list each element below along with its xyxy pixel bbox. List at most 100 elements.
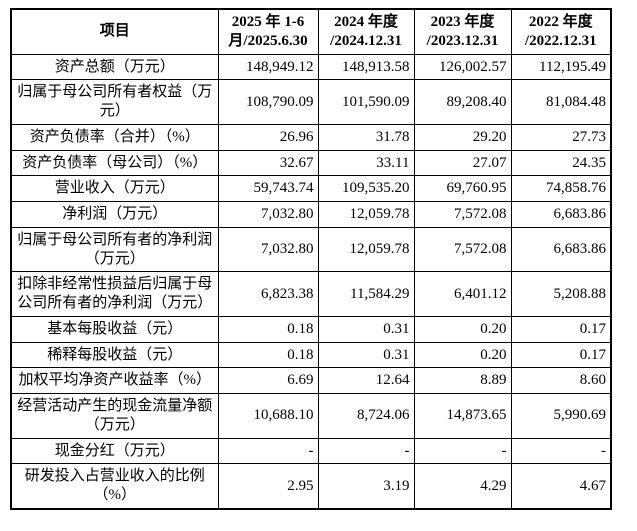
row-label: 归属于母公司所有者的净利润（万元） <box>10 226 219 273</box>
period-line-2: /2024.12.31 <box>330 32 402 49</box>
value-2022: 74,858.76 <box>510 175 612 202</box>
value-2025: 10,688.10 <box>217 393 319 439</box>
value-2025: 6,823.38 <box>217 271 319 317</box>
value-2022: 6,683.86 <box>510 226 612 273</box>
period-line-2: /2023.12.31 <box>426 32 499 49</box>
value-2024: 31.78 <box>317 123 415 151</box>
period-line-1: 2025 年 1-6 <box>231 14 305 30</box>
table-row: 营业收入（万元） 59,743.74 109,535.20 69,760.95 … <box>10 175 612 202</box>
value-2022: 0.17 <box>510 315 612 343</box>
period-line-2: /2022.12.31 <box>524 32 597 49</box>
value-2023: 69,760.95 <box>413 175 512 202</box>
row-label: 现金分红（万元） <box>10 437 219 465</box>
value-2024: 3.19 <box>317 463 415 510</box>
table-row: 现金分红（万元） - - - - <box>10 437 612 465</box>
table-body: 资产总额（万元） 148,949.12 148,913.58 126,002.5… <box>10 53 612 510</box>
column-header-2025: 2025 年 1-6 月/2025.6.30 <box>217 8 319 55</box>
value-2025: 2.95 <box>217 463 319 510</box>
value-2025: 7,032.80 <box>217 201 319 228</box>
row-label: 扣除非经常性损益后归属于母公司所有者的净利润（万元） <box>10 271 219 317</box>
value-2022: 0.17 <box>510 341 612 369</box>
value-2024: 0.31 <box>317 341 415 369</box>
value-2025: 6.69 <box>217 367 319 394</box>
table-row: 经营活动产生的现金流量净额（万元） 10,688.10 8,724.06 14,… <box>10 393 612 439</box>
value-2023: 126,002.57 <box>413 53 512 81</box>
column-header-2022: 2022 年度 /2022.12.31 <box>510 8 612 55</box>
value-2023: 8.89 <box>413 367 512 394</box>
row-label: 稀释每股收益（元） <box>10 341 219 369</box>
value-2022: 8.60 <box>510 367 612 394</box>
value-2022: 81,084.48 <box>510 79 612 125</box>
value-2024: 11,584.29 <box>317 271 415 317</box>
value-2024: 12.64 <box>317 367 415 394</box>
value-2024: 12,059.78 <box>317 226 415 273</box>
period-line-2: 月/2025.6.30 <box>228 32 308 49</box>
value-2023: 4.29 <box>413 463 512 510</box>
value-2023: 89,208.40 <box>413 79 512 125</box>
table-row: 资产负债率（母公司）（%） 32.67 33.11 27.07 24.35 <box>10 149 612 177</box>
value-2022: 112,195.49 <box>510 53 612 81</box>
value-2024: 148,913.58 <box>317 53 415 81</box>
period-line-1: 2022 年度 <box>528 14 593 30</box>
value-2022: 5,990.69 <box>510 393 612 439</box>
value-2022: - <box>510 437 612 465</box>
value-2025: 26.96 <box>217 123 319 151</box>
value-2024: - <box>317 437 415 465</box>
value-2024: 8,724.06 <box>317 393 415 439</box>
value-2025: 0.18 <box>217 315 319 343</box>
value-2023: 6,401.12 <box>413 271 512 317</box>
table-header: 项目 2025 年 1-6 月/2025.6.30 2024 年度 /2024.… <box>10 8 612 55</box>
value-2023: 7,572.08 <box>413 201 512 228</box>
value-2025: 148,949.12 <box>217 53 319 81</box>
value-2023: 14,873.65 <box>413 393 512 439</box>
header-row: 项目 2025 年 1-6 月/2025.6.30 2024 年度 /2024.… <box>10 8 612 55</box>
value-2024: 109,535.20 <box>317 175 415 202</box>
table-row: 归属于母公司所有者的净利润（万元） 7,032.80 12,059.78 7,5… <box>10 226 612 273</box>
value-2025: 59,743.74 <box>217 175 319 202</box>
value-2022: 24.35 <box>510 149 612 177</box>
value-2023: - <box>413 437 512 465</box>
column-header-item: 项目 <box>10 8 219 55</box>
table-row: 稀释每股收益（元） 0.18 0.31 0.20 0.17 <box>10 341 612 369</box>
row-label: 基本每股收益（元） <box>10 315 219 343</box>
table-row: 资产负债率（合并）（%） 26.96 31.78 29.20 27.73 <box>10 123 612 151</box>
row-label: 加权平均净资产收益率（%） <box>10 367 219 394</box>
table-row: 净利润（万元） 7,032.80 12,059.78 7,572.08 6,68… <box>10 201 612 228</box>
table-row: 扣除非经常性损益后归属于母公司所有者的净利润（万元） 6,823.38 11,5… <box>10 271 612 317</box>
value-2023: 0.20 <box>413 341 512 369</box>
value-2022: 5,208.88 <box>510 271 612 317</box>
financial-summary-table: 项目 2025 年 1-6 月/2025.6.30 2024 年度 /2024.… <box>10 8 612 510</box>
row-label: 净利润（万元） <box>10 201 219 228</box>
row-label: 研发投入占营业收入的比例（%） <box>10 463 219 510</box>
row-label: 经营活动产生的现金流量净额（万元） <box>10 393 219 439</box>
row-label: 资产负债率（母公司）（%） <box>10 149 219 177</box>
row-label: 资产总额（万元） <box>10 53 219 81</box>
table-row: 基本每股收益（元） 0.18 0.31 0.20 0.17 <box>10 315 612 343</box>
value-2025: 7,032.80 <box>217 226 319 273</box>
column-header-2023: 2023 年度 /2023.12.31 <box>413 8 512 55</box>
value-2023: 0.20 <box>413 315 512 343</box>
value-2024: 101,590.09 <box>317 79 415 125</box>
table-row: 研发投入占营业收入的比例（%） 2.95 3.19 4.29 4.67 <box>10 463 612 510</box>
value-2025: 108,790.09 <box>217 79 319 125</box>
value-2022: 27.73 <box>510 123 612 151</box>
value-2023: 7,572.08 <box>413 226 512 273</box>
value-2024: 12,059.78 <box>317 201 415 228</box>
value-2025: 32.67 <box>217 149 319 177</box>
period-line-1: 2024 年度 <box>334 14 398 30</box>
row-label: 资产负债率（合并）（%） <box>10 123 219 151</box>
value-2024: 0.31 <box>317 315 415 343</box>
table-row: 加权平均净资产收益率（%） 6.69 12.64 8.89 8.60 <box>10 367 612 394</box>
table-row: 归属于母公司所有者权益（万元） 108,790.09 101,590.09 89… <box>10 79 612 125</box>
value-2022: 6,683.86 <box>510 201 612 228</box>
period-line-1: 2023 年度 <box>430 14 495 30</box>
table-row: 资产总额（万元） 148,949.12 148,913.58 126,002.5… <box>10 53 612 81</box>
value-2025: - <box>217 437 319 465</box>
value-2023: 27.07 <box>413 149 512 177</box>
value-2022: 4.67 <box>510 463 612 510</box>
value-2023: 29.20 <box>413 123 512 151</box>
row-label: 营业收入（万元） <box>10 175 219 202</box>
row-label: 归属于母公司所有者权益（万元） <box>10 79 219 125</box>
column-header-2024: 2024 年度 /2024.12.31 <box>317 8 415 55</box>
value-2024: 33.11 <box>317 149 415 177</box>
